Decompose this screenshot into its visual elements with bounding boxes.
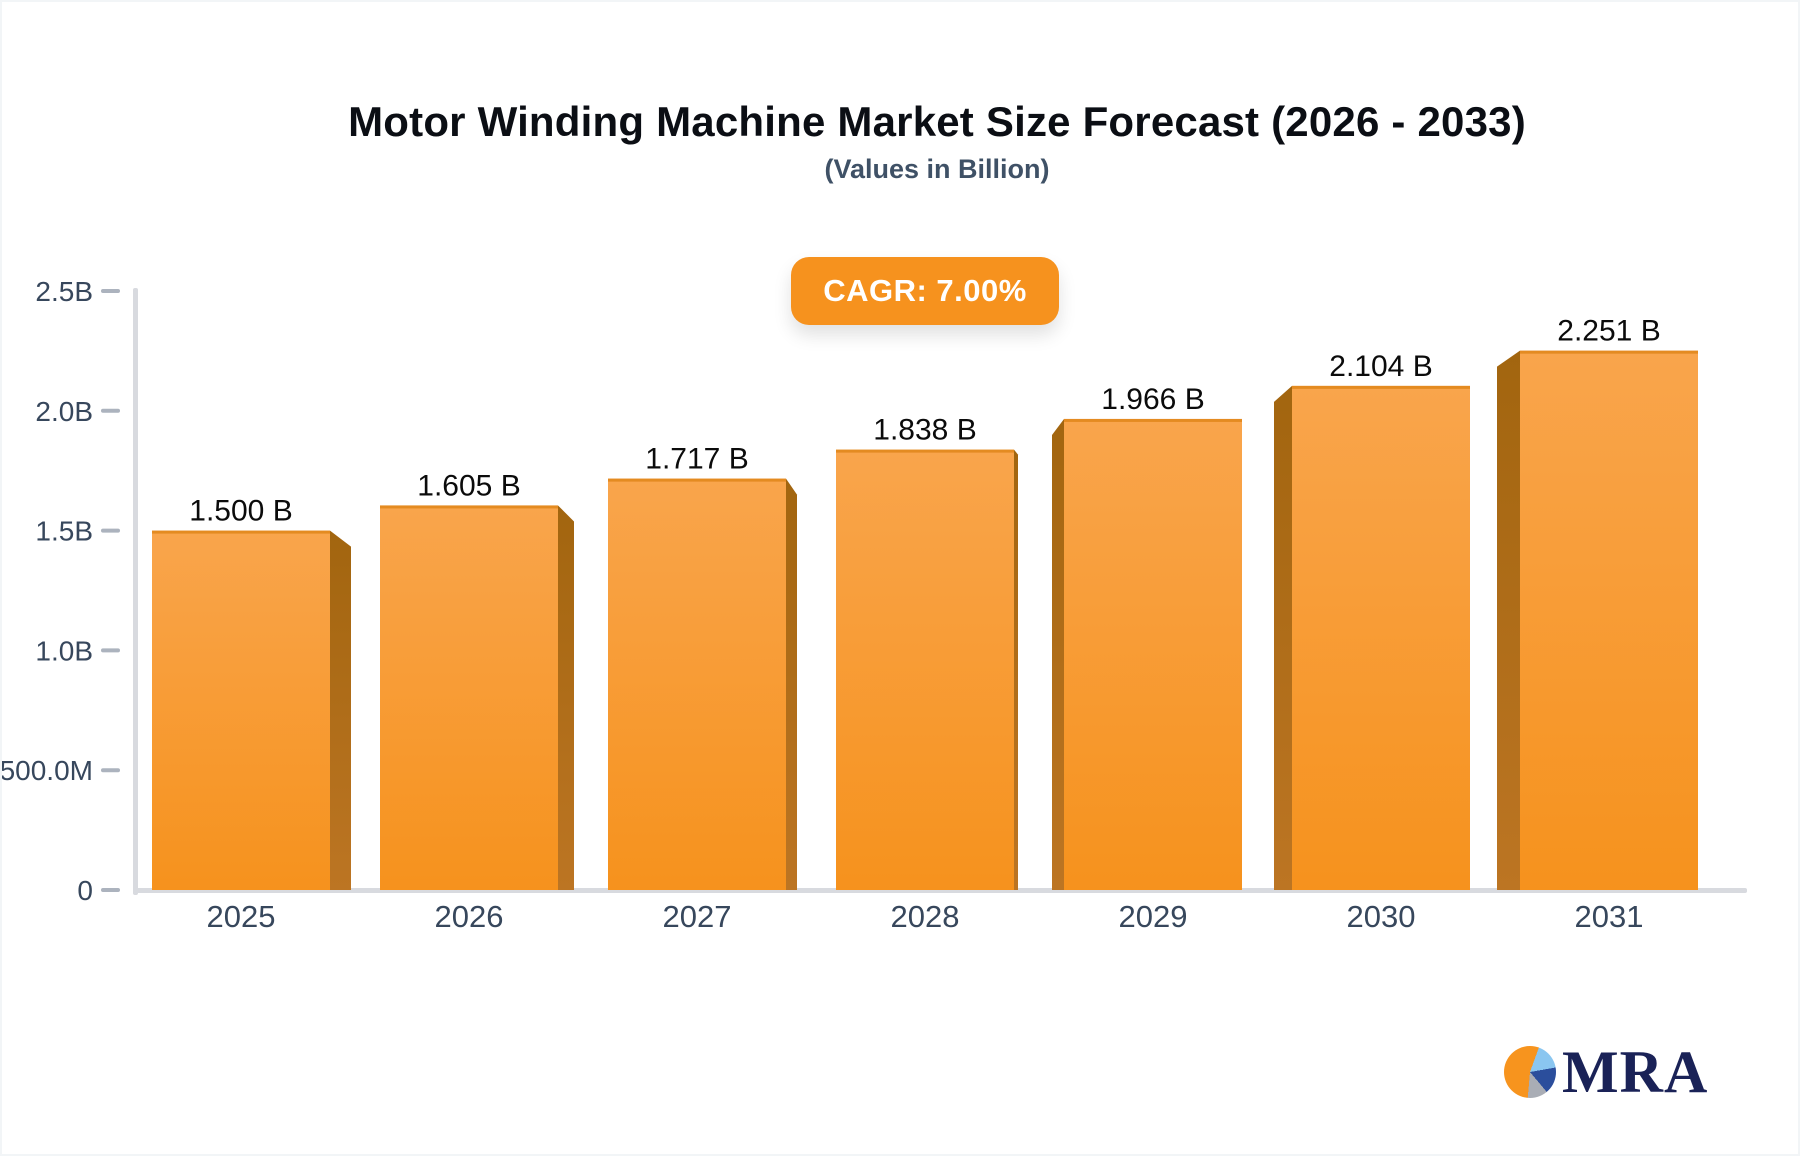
logo-text: MRA	[1562, 1039, 1709, 1105]
bar-value-label: 2.104 B	[1329, 350, 1432, 383]
y-axis-tick-mark	[101, 768, 120, 773]
bar-top-edge	[608, 478, 786, 482]
x-axis-label: 2031	[1575, 899, 1644, 934]
bar-2031: 2.251 B 2031	[1497, 315, 1698, 934]
mra-logo: MRA	[1504, 1042, 1708, 1102]
bar-2028: 1.838 B 2028	[836, 414, 1018, 934]
y-axis-tick-label: 2.5B	[35, 276, 93, 307]
bar-side-face	[1274, 385, 1292, 890]
cagr-badge-label: CAGR: 7.00%	[823, 273, 1027, 308]
bar-front-face	[1064, 418, 1242, 890]
bar-top-edge	[1292, 385, 1470, 389]
x-axis-label: 2027	[663, 899, 732, 934]
bar-front-face	[1520, 350, 1698, 890]
bar-2025: 1.500 B 2025	[152, 495, 351, 934]
bar-2026: 1.605 B 2026	[380, 469, 574, 934]
y-axis-tick-label: 500.0M	[2, 755, 93, 786]
bar-side-face	[330, 530, 351, 890]
bar-front-face	[608, 478, 786, 890]
bar-side-face	[786, 478, 797, 890]
bar-front-face	[152, 530, 330, 890]
bar-side-face	[558, 505, 574, 890]
bar-front-face	[836, 449, 1014, 890]
y-axis-tick-mark	[101, 648, 120, 653]
y-axis-tick-mark	[101, 528, 120, 533]
y-axis-tick-label: 1.0B	[35, 635, 93, 666]
bar-value-label: 1.966 B	[1101, 383, 1204, 416]
bar-value-label: 1.838 B	[873, 414, 976, 447]
y-axis-line	[133, 288, 138, 895]
bar-top-edge	[380, 505, 558, 509]
bar-top-edge	[1064, 418, 1242, 422]
chart-header: Motor Winding Machine Market Size Foreca…	[76, 98, 1798, 185]
pie-chart-logo-icon	[1504, 1046, 1556, 1098]
bar-value-label: 1.717 B	[645, 443, 748, 476]
bar-side-face	[1052, 418, 1064, 890]
x-axis-label: 2028	[891, 899, 960, 934]
x-axis-label: 2029	[1119, 899, 1188, 934]
bar-2030: 2.104 B 2030	[1274, 350, 1470, 934]
chart-title: Motor Winding Machine Market Size Foreca…	[348, 98, 1526, 145]
y-axis-tick-mark	[101, 408, 120, 413]
y-axis-tick-label: 0	[77, 875, 93, 906]
x-axis-label: 2026	[435, 899, 504, 934]
cagr-badge: CAGR: 7.00%	[791, 257, 1059, 325]
y-axis-tick-mark	[101, 888, 120, 892]
y-axis-tick-mark	[101, 289, 120, 293]
y-axis-tick-label: 1.5B	[35, 516, 93, 547]
bar-top-edge	[152, 530, 330, 534]
bar-value-label: 2.251 B	[1557, 315, 1660, 348]
bar-2029: 1.966 B 2029	[1052, 383, 1242, 934]
bar-top-edge	[1520, 350, 1698, 354]
bar-value-label: 1.500 B	[189, 495, 292, 528]
bar-top-edge	[836, 449, 1014, 453]
bar-front-face	[380, 505, 558, 890]
bar-2027: 1.717 B 2027	[608, 443, 797, 934]
x-axis-label: 2030	[1347, 899, 1416, 934]
bar-value-label: 1.605 B	[417, 469, 520, 502]
bar-front-face	[1292, 385, 1470, 890]
x-axis-label: 2025	[207, 899, 276, 934]
bar-side-face	[1014, 449, 1018, 890]
bar-side-face	[1497, 350, 1520, 890]
y-axis-tick-label: 2.0B	[35, 396, 93, 427]
chart-subtitle: (Values in Billion)	[824, 154, 1050, 184]
